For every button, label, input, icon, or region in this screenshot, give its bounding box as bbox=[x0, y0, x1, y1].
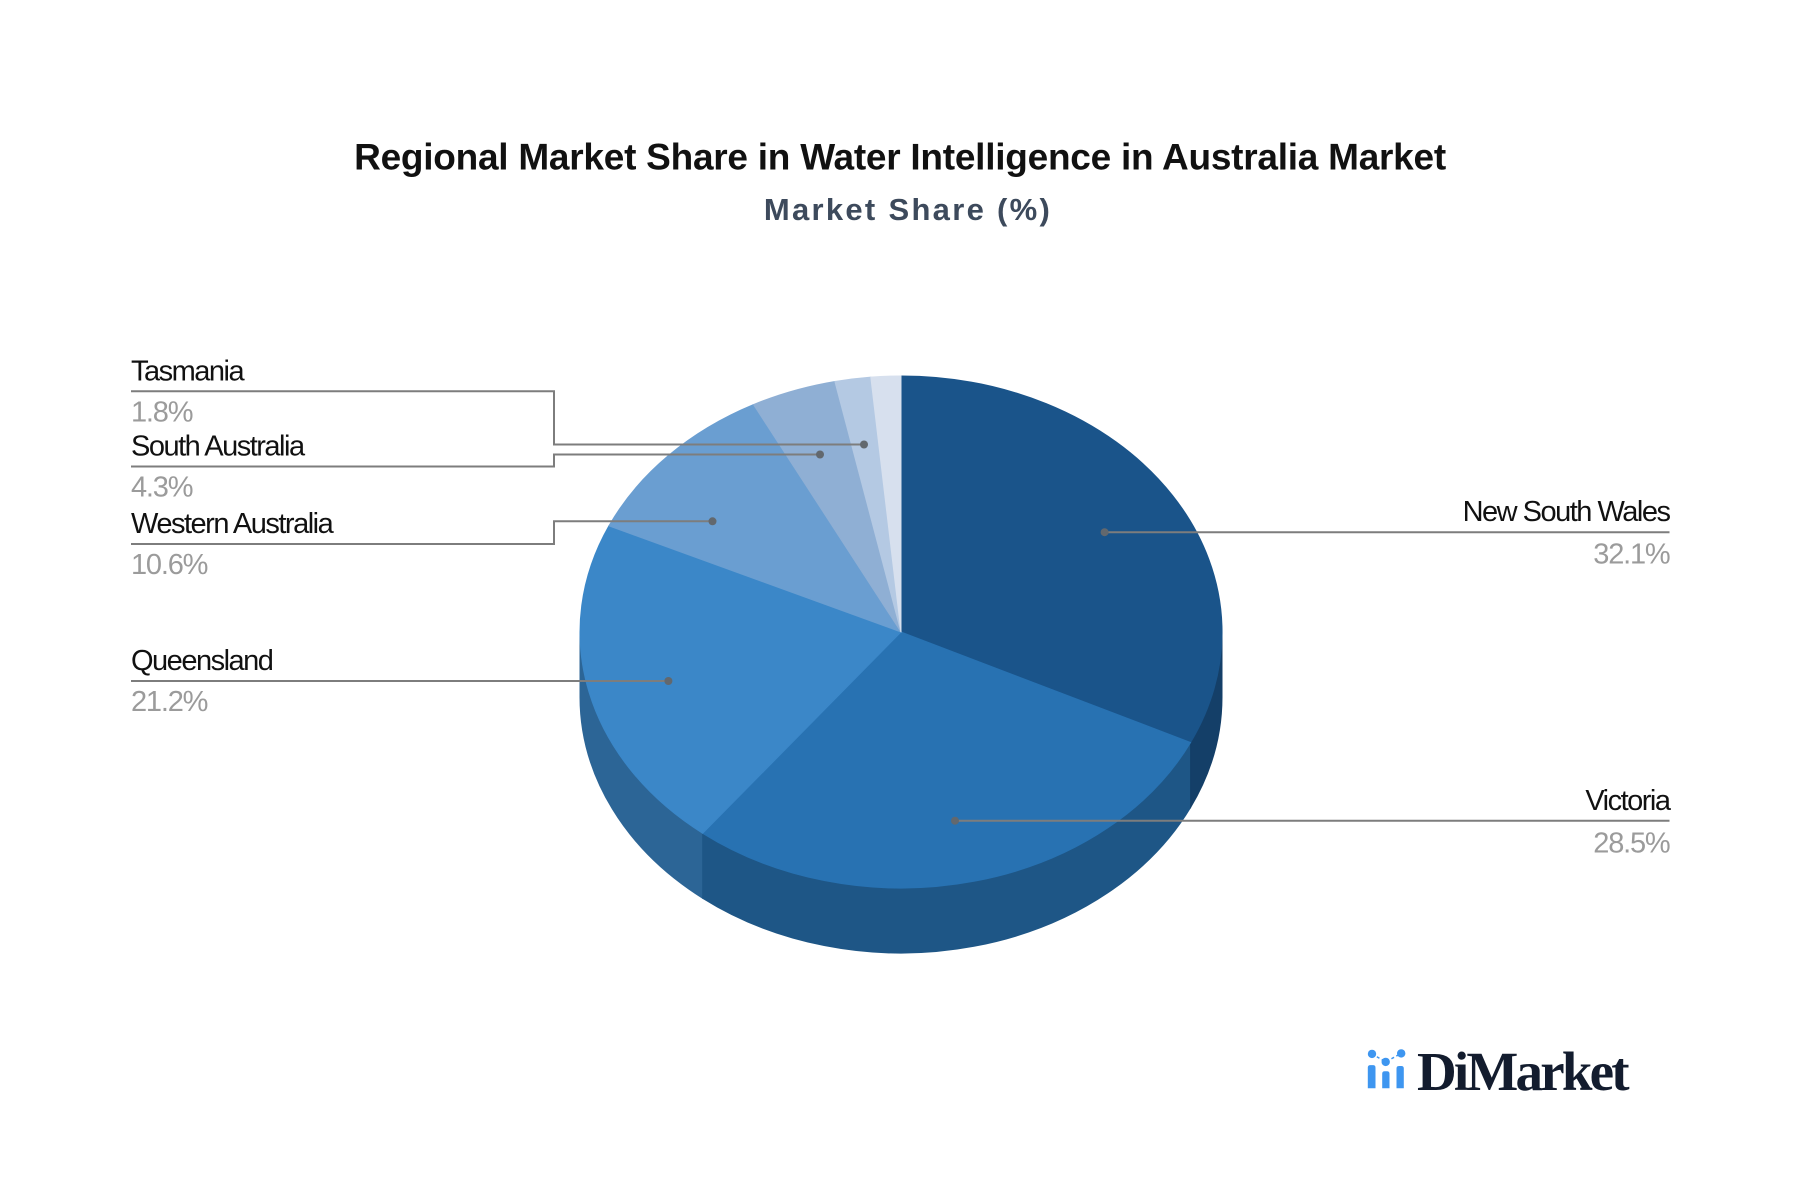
svg-text:DiMarket: DiMarket bbox=[1417, 1041, 1630, 1102]
svg-text:Regional Market Share in Water: Regional Market Share in Water Intellige… bbox=[354, 137, 1446, 178]
svg-text:21.2%: 21.2% bbox=[131, 686, 208, 718]
svg-text:New South Wales: New South Wales bbox=[1463, 496, 1671, 528]
svg-text:1.8%: 1.8% bbox=[131, 396, 193, 428]
svg-text:Tasmania: Tasmania bbox=[131, 356, 245, 388]
svg-text:Western Australia: Western Australia bbox=[131, 508, 335, 540]
svg-text:28.5%: 28.5% bbox=[1593, 828, 1670, 860]
svg-text:32.1%: 32.1% bbox=[1593, 539, 1670, 571]
svg-text:4.3%: 4.3% bbox=[131, 472, 193, 504]
svg-text:South Australia: South Australia bbox=[131, 431, 306, 463]
svg-text:10.6%: 10.6% bbox=[131, 549, 208, 581]
svg-text:Queensland: Queensland bbox=[131, 645, 273, 677]
svg-text:Market Share (%): Market Share (%) bbox=[764, 192, 1052, 227]
svg-text:Victoria: Victoria bbox=[1585, 785, 1672, 817]
